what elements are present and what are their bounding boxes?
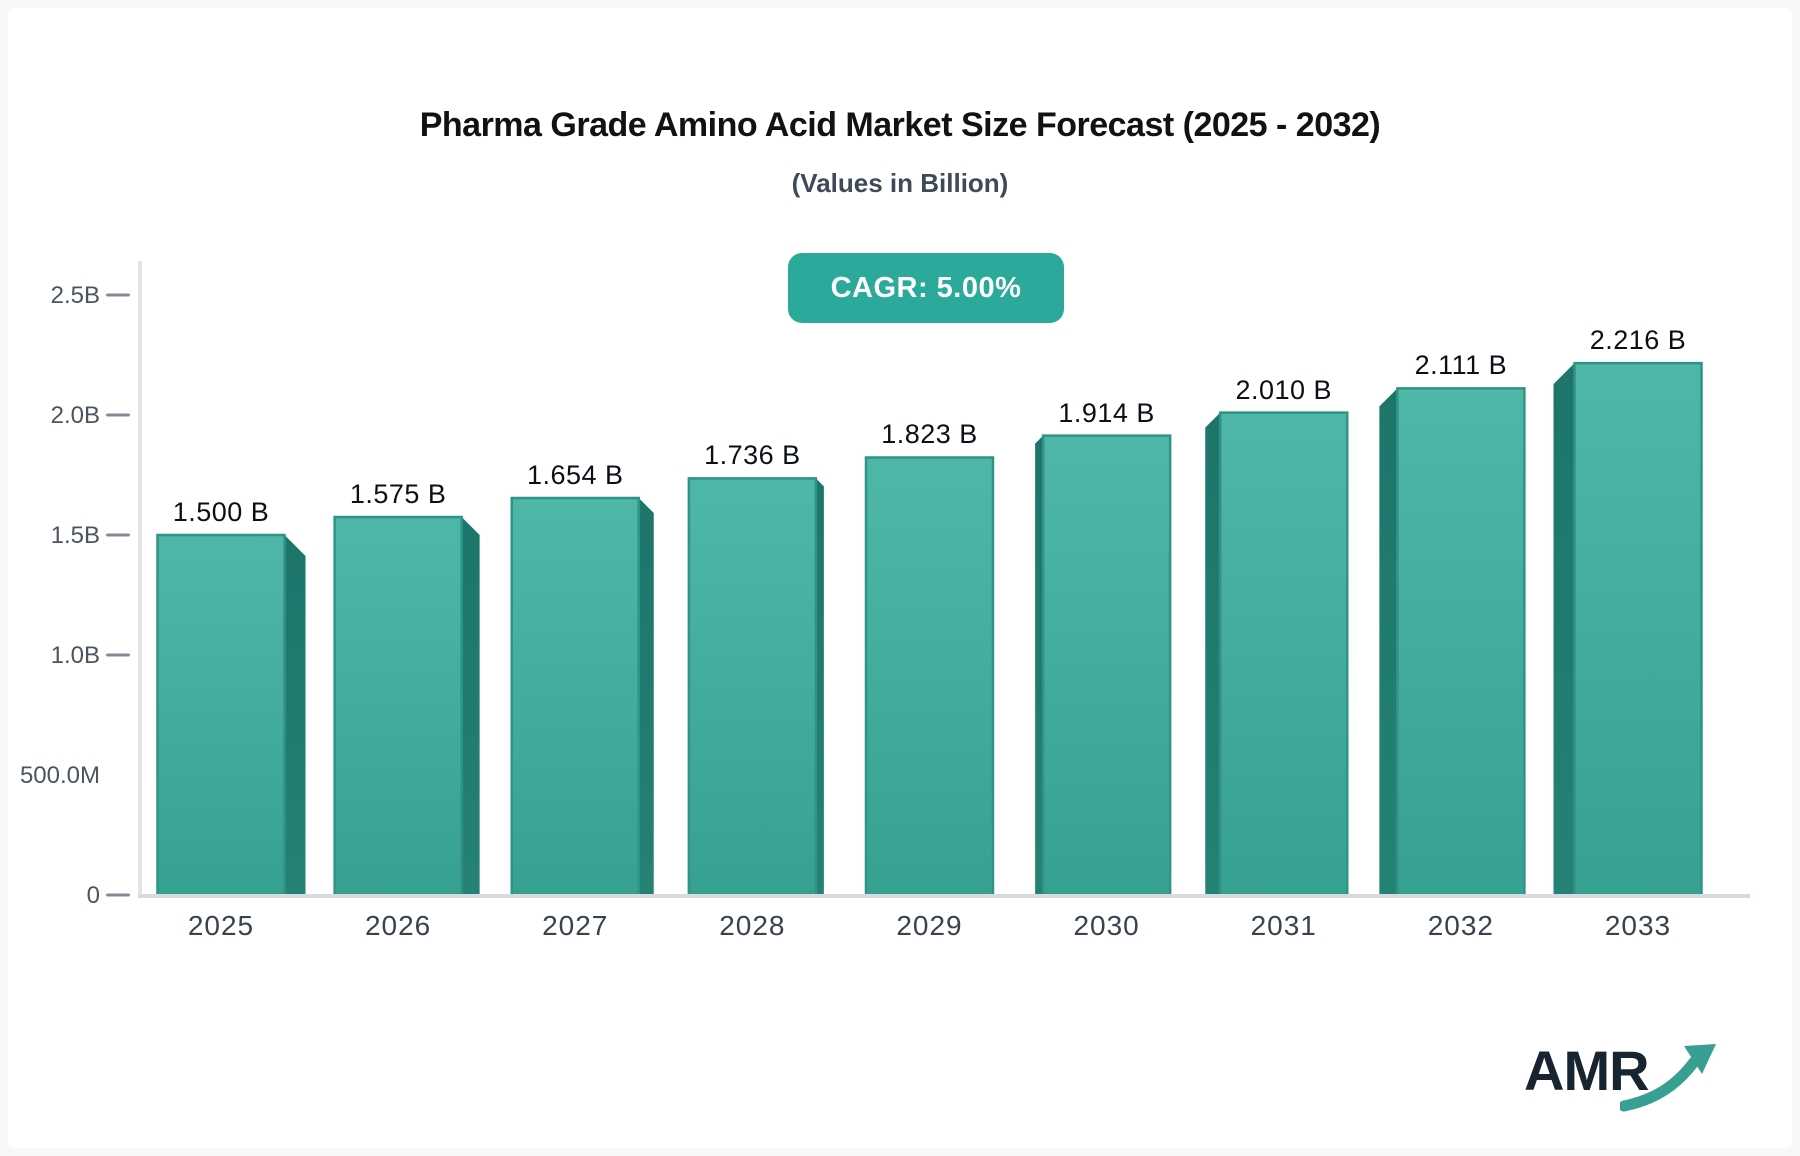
bar-value-label: 2.010 B	[1235, 374, 1333, 405]
bar-side	[284, 535, 306, 895]
bar-side	[638, 498, 654, 895]
y-tick-dash	[106, 413, 130, 417]
bar	[1573, 361, 1703, 897]
bar	[156, 533, 286, 897]
x-axis-label: 2030	[1073, 910, 1140, 941]
bar	[864, 456, 995, 897]
y-tick-dash	[106, 893, 130, 897]
bar-value-label: 1.914 B	[1058, 397, 1155, 428]
amr-logo: AMR	[1524, 1038, 1734, 1118]
bar-chart-plot: 1.500 B 2025 1.575 B 2026 1.654 B 2027 1.736 B…	[8, 8, 1800, 1148]
bar-value-label: 1.575 B	[349, 479, 447, 509]
bar-side	[1379, 388, 1398, 895]
x-axis-label: 2028	[719, 910, 786, 941]
bar	[1041, 434, 1172, 897]
chart-card: Pharma Grade Amino Acid Market Size Fore…	[8, 8, 1792, 1148]
chart-canvas	[106, 261, 1750, 898]
x-axis-label: 2031	[1250, 910, 1317, 941]
y-axis-label: 2.5B	[50, 282, 100, 309]
bar-value-label: 2.111 B	[1414, 350, 1508, 381]
amr-logo-text: AMR	[1524, 1039, 1650, 1102]
chart-title: Pharma Grade Amino Acid Market Size Fore…	[419, 106, 1381, 144]
bar-value-label: 1.736 B	[704, 440, 801, 471]
y-axis-label: 1.0B	[50, 642, 100, 669]
y-tick-dash	[106, 533, 130, 537]
x-axis-label: 2025	[187, 910, 255, 941]
y-axis-line	[138, 261, 142, 897]
bars-group	[156, 361, 1703, 897]
y-tick-dash	[106, 293, 130, 297]
bar-side	[1205, 412, 1221, 895]
bar	[510, 496, 640, 897]
y-axis-label: 2.0B	[50, 402, 100, 429]
bar-value-label: 2.216 B	[1589, 325, 1687, 356]
y-axis-label: 500.0M	[19, 762, 100, 789]
bar-value-label: 1.654 B	[526, 460, 624, 491]
x-axis-baseline	[138, 894, 1750, 898]
y-axis-label: 0	[86, 882, 100, 909]
x-axis-label: 2027	[542, 910, 609, 941]
bar-side	[1553, 363, 1575, 895]
bar-value-label: 1.823 B	[881, 419, 978, 450]
axis-group	[106, 261, 1750, 898]
bar	[333, 515, 463, 897]
bar-value-label: 1.500 B	[172, 497, 270, 527]
bar-side	[461, 517, 480, 895]
x-axis-label: 2032	[1427, 910, 1495, 941]
x-axis-label: 2026	[364, 910, 432, 941]
y-axis-label: 1.5B	[50, 522, 100, 549]
bar	[687, 477, 818, 897]
growth-arrow-icon	[1620, 1044, 1716, 1112]
bar-side	[1035, 435, 1044, 895]
bar-side	[815, 478, 824, 895]
y-tick-dash	[106, 653, 130, 657]
chart-subtitle: (Values in Billion)	[791, 168, 1009, 198]
x-axis-label: 2033	[1604, 910, 1672, 941]
cagr-badge: CAGR: 5.00%	[788, 253, 1064, 323]
bar	[1396, 387, 1526, 897]
bar	[1219, 411, 1349, 897]
x-axis-label: 2029	[896, 910, 963, 941]
